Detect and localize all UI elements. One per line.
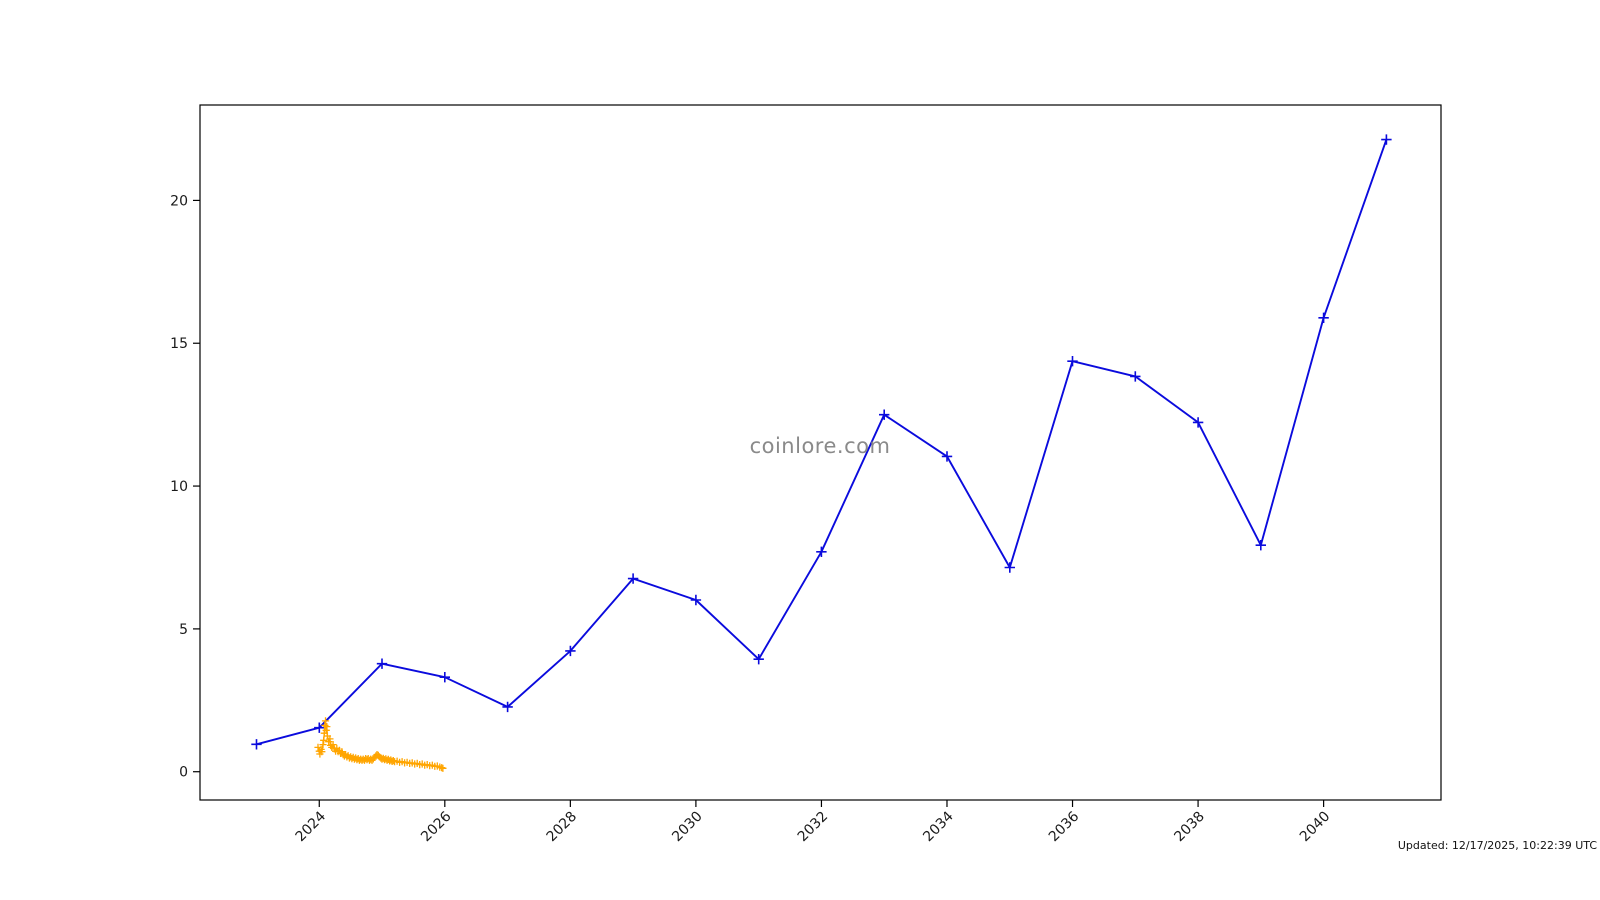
marker-yearly-forecast — [1130, 371, 1141, 382]
marker-yearly-forecast — [314, 722, 325, 733]
marker-historical-price — [318, 748, 326, 756]
x-tick-label: 2034 — [920, 808, 957, 845]
x-tick-label: 2026 — [418, 808, 455, 845]
marker-yearly-forecast — [1381, 134, 1392, 145]
marker-yearly-forecast — [251, 739, 262, 750]
marker-yearly-forecast — [627, 573, 639, 584]
marker-yearly-forecast — [1067, 356, 1078, 367]
marker-yearly-forecast — [439, 672, 450, 683]
updated-timestamp: Updated: 12/17/2025, 10:22:39 UTC — [1397, 839, 1597, 852]
marker-yearly-forecast — [879, 409, 890, 420]
marker-historical-price — [326, 735, 334, 743]
marker-yearly-forecast — [816, 546, 827, 557]
marker-yearly-forecast — [753, 654, 764, 665]
y-tick-label: 5 — [179, 622, 188, 638]
marker-historical-price — [329, 741, 337, 749]
marker-historical-price — [439, 764, 447, 772]
y-tick-label: 0 — [179, 765, 188, 781]
marker-historical-price — [321, 717, 330, 725]
marker-yearly-forecast — [1004, 562, 1015, 573]
x-tick-label: 2024 — [293, 808, 330, 845]
x-tick-label: 2030 — [669, 809, 706, 846]
plot-frame — [199, 104, 1442, 801]
x-tick-label: 2036 — [1046, 808, 1083, 845]
marker-historical-price — [320, 736, 328, 744]
marker-yearly-forecast — [1255, 540, 1266, 551]
marker-historical-price — [323, 723, 331, 731]
marker-historical-price — [319, 741, 327, 749]
marker-yearly-forecast — [690, 594, 702, 606]
x-tick-label: 2038 — [1171, 809, 1208, 846]
y-tick-label: 15 — [170, 336, 188, 352]
x-tick-label: 2032 — [795, 809, 832, 846]
marker-yearly-forecast — [502, 701, 513, 713]
watermark: coinlore.com — [749, 434, 891, 458]
x-tick-label: 2040 — [1297, 809, 1334, 846]
y-tick-label: 20 — [170, 193, 188, 209]
marker-yearly-forecast — [376, 658, 388, 669]
y-tick-label: 10 — [170, 479, 188, 495]
marker-yearly-forecast — [1192, 417, 1204, 428]
marker-yearly-forecast — [1318, 312, 1329, 323]
x-tick-label: 2028 — [544, 809, 581, 846]
marker-yearly-forecast — [941, 451, 953, 462]
marker-yearly-forecast — [565, 645, 576, 657]
